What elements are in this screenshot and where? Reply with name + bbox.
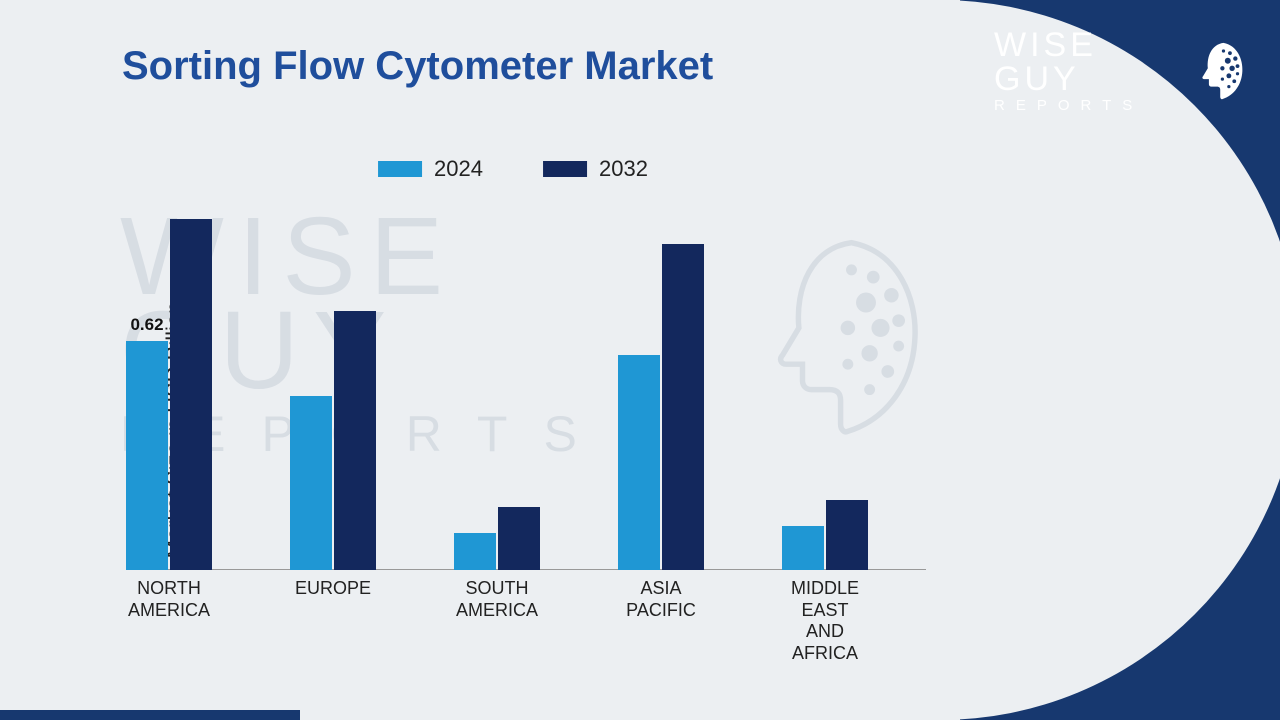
bar-2024: [454, 533, 496, 570]
bar-2032: [334, 311, 376, 570]
legend-label: 2024: [434, 156, 483, 182]
bar-2032: [826, 500, 868, 570]
legend-label: 2032: [599, 156, 648, 182]
bar-2032: [662, 244, 704, 570]
bottom-accent: [0, 710, 300, 720]
category-label: MIDDLEEASTANDAFRICA: [755, 578, 895, 664]
category-label: SOUTHAMERICA: [427, 578, 567, 621]
chart-title: Sorting Flow Cytometer Market: [122, 44, 713, 89]
brand-logo: WISE GUY REPORTS: [994, 28, 1244, 113]
legend-swatch: [543, 161, 587, 177]
bar-2024: [126, 341, 168, 570]
logo-line1: WISE GUY: [994, 28, 1182, 96]
bar-2032: [170, 219, 212, 571]
bar-value-label: 0.62: [117, 315, 177, 335]
category-label: EUROPE: [263, 578, 403, 600]
category-label: NORTHAMERICA: [99, 578, 239, 621]
plot-area: 0.62NORTHAMERICAEUROPESOUTHAMERICAASIAPA…: [126, 200, 926, 570]
chart: Market Size in USD Billion 20242032 0.62…: [96, 160, 930, 700]
logo-head-icon: [1190, 41, 1244, 101]
category-label: ASIAPACIFIC: [591, 578, 731, 621]
legend-swatch: [378, 161, 422, 177]
bar-2024: [618, 355, 660, 570]
logo-line2: REPORTS: [994, 98, 1182, 113]
bar-2024: [290, 396, 332, 570]
legend-item: 2032: [543, 156, 648, 182]
bar-2032: [498, 507, 540, 570]
bar-2024: [782, 526, 824, 570]
legend-item: 2024: [378, 156, 483, 182]
legend: 2024 2032: [378, 156, 648, 182]
